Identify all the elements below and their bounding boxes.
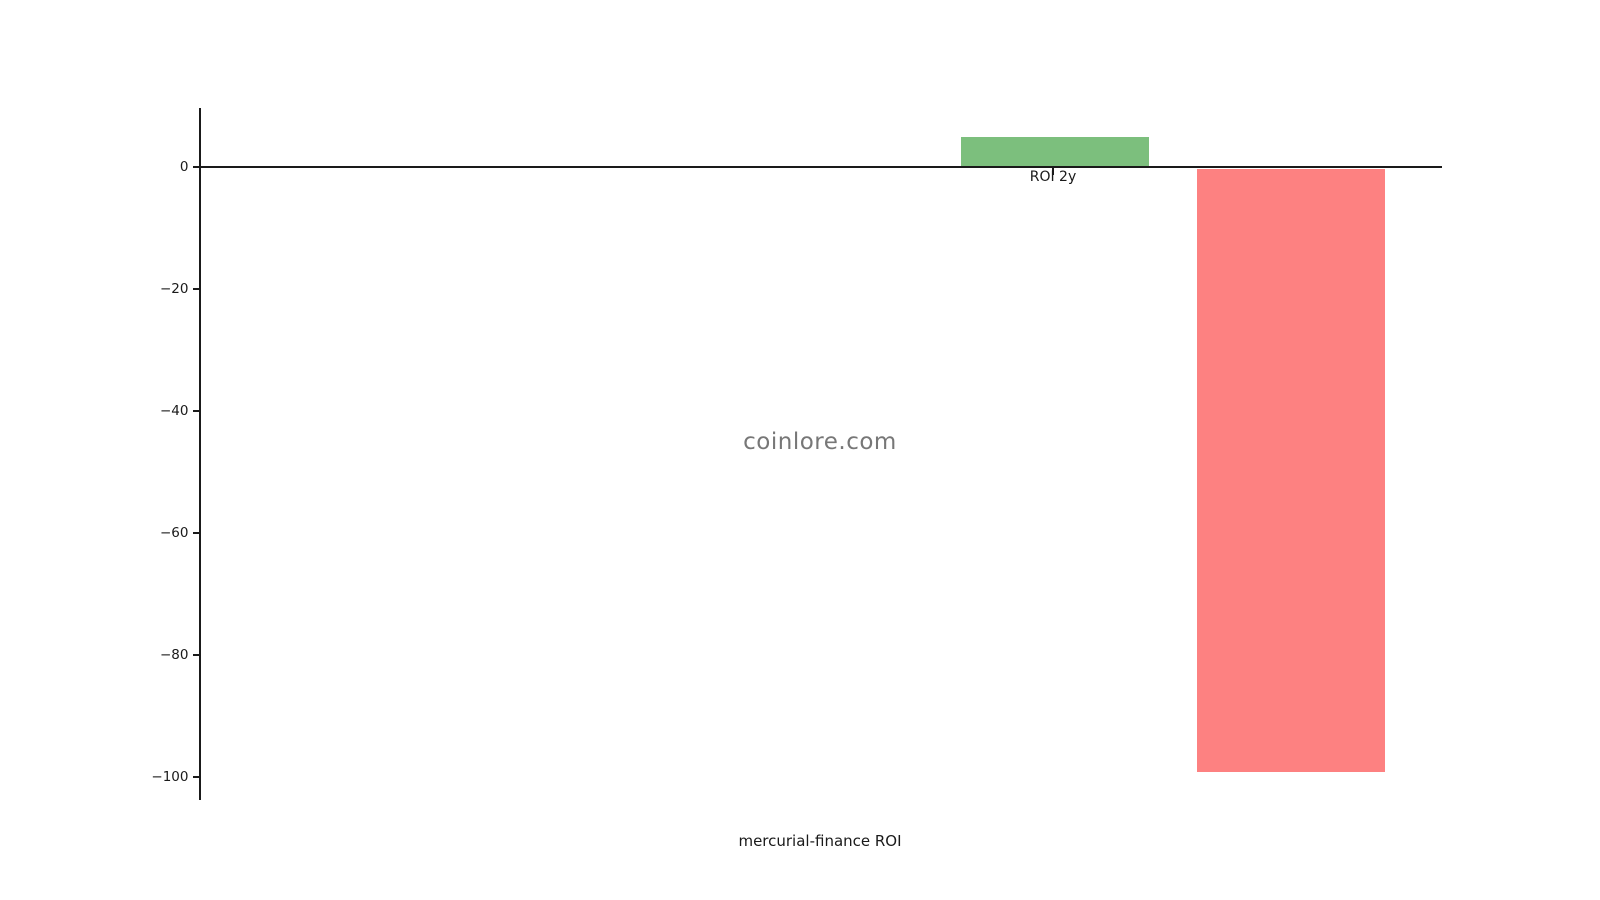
x-tick-mark xyxy=(1052,167,1054,175)
bar-unlabeled-2 xyxy=(1196,168,1385,773)
y-tick-mark xyxy=(193,654,200,656)
y-tick-row: 0 xyxy=(0,157,200,177)
y-tick-label: −20 xyxy=(160,281,189,297)
y-tick-row: −40 xyxy=(0,401,200,421)
y-tick-row: −80 xyxy=(0,645,200,665)
y-tick-mark xyxy=(193,532,200,534)
y-tick-row: −100 xyxy=(0,767,200,787)
y-tick-row: −60 xyxy=(0,523,200,543)
y-tick-row: −20 xyxy=(0,279,200,299)
y-tick-label: −80 xyxy=(160,647,189,663)
y-tick-label: 0 xyxy=(179,159,189,175)
x-axis-title: mercurial-finance ROI xyxy=(738,832,902,850)
y-tick-label: −100 xyxy=(151,769,189,785)
y-tick-mark xyxy=(193,166,200,168)
x-tick-label: ROI 2y xyxy=(1029,169,1077,185)
bar-roi-2y xyxy=(961,136,1149,167)
watermark: coinlore.com xyxy=(743,429,897,455)
y-tick-mark xyxy=(193,288,200,290)
y-tick-mark xyxy=(193,410,200,412)
y-axis-line xyxy=(199,108,201,800)
y-tick-mark xyxy=(193,776,200,778)
y-tick-label: −40 xyxy=(160,403,189,419)
x-axis-zero-line xyxy=(200,166,1442,168)
y-tick-label: −60 xyxy=(160,525,189,541)
